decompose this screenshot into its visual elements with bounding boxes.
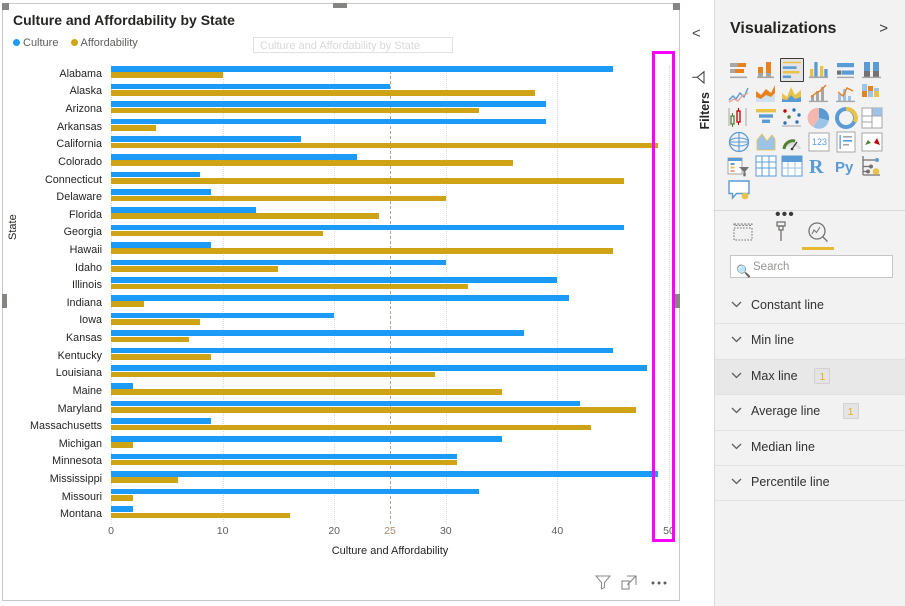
svg-text:123: 123 bbox=[812, 137, 827, 147]
svg-text:Py: Py bbox=[835, 159, 854, 176]
svg-text:R: R bbox=[809, 156, 824, 178]
